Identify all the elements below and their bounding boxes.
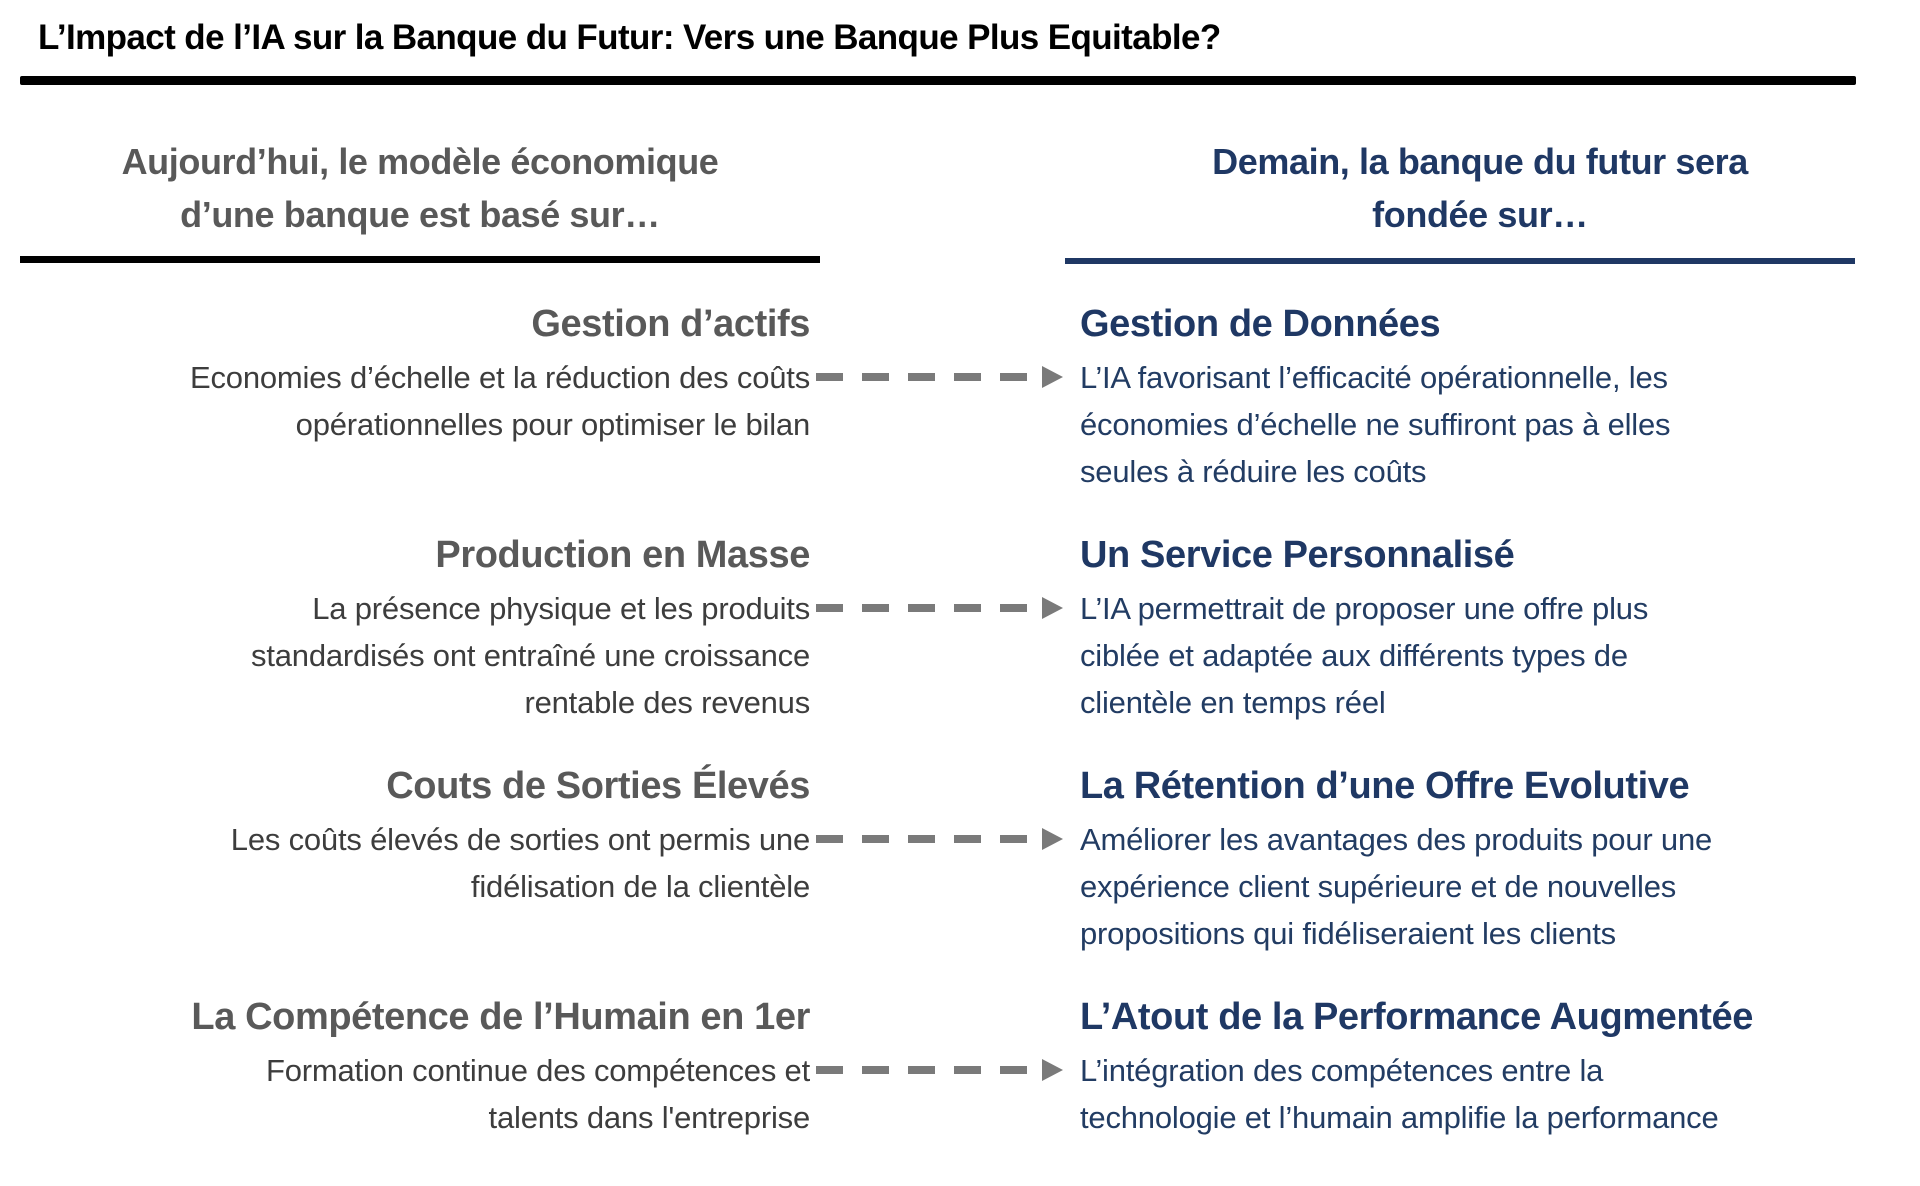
arrow-cell — [810, 529, 1080, 726]
future-item-title: Gestion de Données — [1080, 303, 1441, 345]
dashed-arrow-icon — [816, 597, 1063, 619]
today-item-title: La Compétence de l’Humain en 1er — [191, 996, 810, 1038]
comparison-row: Couts de Sorties Élevés Les coûts élevés… — [20, 760, 1920, 957]
future-item-title: La Rétention d’une Offre Evolutive — [1080, 765, 1690, 807]
today-item-body: Economies d’échelle et la réduction des … — [190, 360, 810, 442]
future-item: L’Atout de la Performance Augmentée L’in… — [1080, 991, 1900, 1141]
comparison-row: Production en Masse La présence physique… — [20, 529, 1920, 726]
future-column: Demain, la banque du futur sera fondée s… — [1065, 135, 1895, 264]
page-title: L’Impact de l’IA sur la Banque du Futur:… — [38, 18, 1221, 57]
future-column-underline — [1065, 258, 1855, 264]
arrow-cell — [810, 298, 1080, 495]
today-item-title: Gestion d’actifs — [531, 303, 810, 345]
future-item-body: L’IA favorisant l’efficacité opérationne… — [1080, 360, 1671, 489]
today-column: Aujourd’hui, le modèle économique d’une … — [20, 135, 820, 264]
today-item: Gestion d’actifs Economies d’échelle et … — [20, 298, 810, 495]
today-item-body: La présence physique et les produits sta… — [251, 591, 810, 720]
comparison-rows: Gestion d’actifs Economies d’échelle et … — [20, 298, 1920, 1141]
title-underline — [20, 76, 1856, 85]
today-item: Couts de Sorties Élevés Les coûts élevés… — [20, 760, 811, 957]
column-headers: Aujourd’hui, le modèle économique d’une … — [20, 135, 1920, 264]
comparison-row: Gestion d’actifs Economies d’échelle et … — [20, 298, 1920, 495]
future-item: Un Service Personnalisé L’IA permettrait… — [1080, 529, 1900, 726]
today-item-body: Formation continue des compétences et ta… — [265, 1053, 810, 1135]
arrow-cell — [810, 991, 1080, 1141]
today-item-title: Couts de Sorties Élevés — [386, 765, 810, 807]
future-item-title: L’Atout de la Performance Augmentée — [1080, 996, 1753, 1038]
header-gap — [820, 135, 1065, 264]
future-item-title: Un Service Personnalisé — [1080, 534, 1515, 576]
future-item: La Rétention d’une Offre Evolutive Améli… — [1080, 760, 1900, 957]
today-column-underline — [20, 256, 820, 263]
future-item-body: Améliorer les avantages des produits pou… — [1080, 822, 1713, 951]
future-column-header: Demain, la banque du futur sera fondée s… — [1212, 141, 1748, 235]
arrow-cell — [810, 760, 1080, 957]
today-item-title: Production en Masse — [435, 534, 810, 576]
dashed-arrow-icon — [816, 1059, 1063, 1081]
today-column-header: Aujourd’hui, le modèle économique d’une … — [121, 141, 719, 235]
dashed-arrow-icon — [816, 366, 1063, 388]
comparison-row: La Compétence de l’Humain en 1er Formati… — [20, 991, 1920, 1141]
future-item: Gestion de Données L’IA favorisant l’eff… — [1080, 298, 1900, 495]
dashed-arrow-icon — [816, 828, 1063, 850]
future-item-body: L’IA permettrait de proposer une offre p… — [1080, 591, 1649, 720]
today-item-body: Les coûts élevés de sorties ont permis u… — [230, 822, 810, 904]
today-item: Production en Masse La présence physique… — [20, 529, 810, 726]
future-item-body: L’intégration des compétences entre la t… — [1080, 1053, 1719, 1135]
today-item: La Compétence de l’Humain en 1er Formati… — [20, 991, 810, 1141]
